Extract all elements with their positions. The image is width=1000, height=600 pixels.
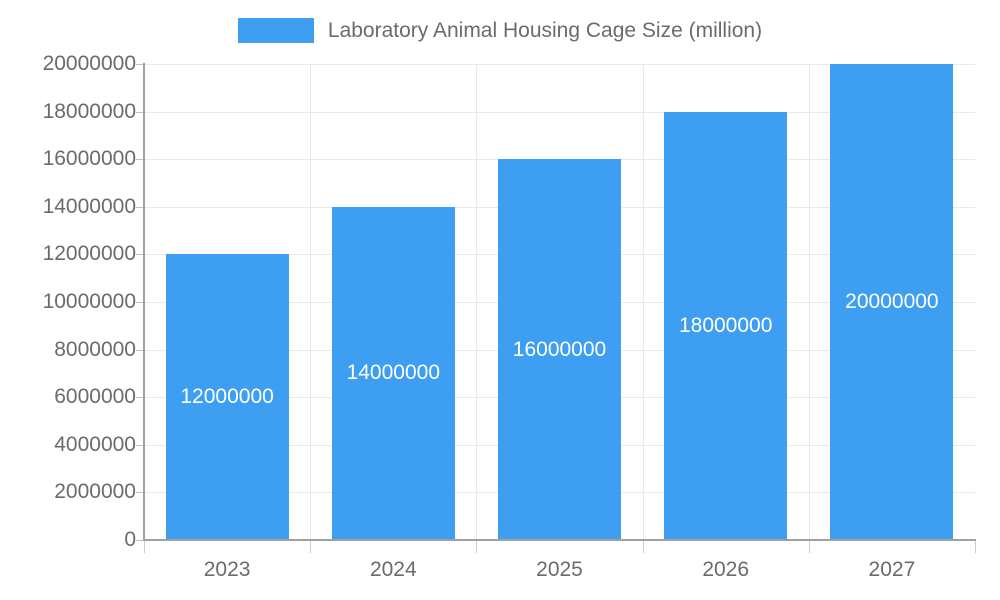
gridline-vertical — [809, 64, 810, 540]
y-axis-ticks: 20000000 18000000 16000000 14000000 12000000… — [0, 0, 143, 600]
x-axis-tick-mark — [642, 541, 644, 553]
y-axis-tick-mark — [136, 111, 143, 113]
y-axis-tick-label: 4000000 — [54, 432, 136, 456]
x-axis-tick-label: 2027 — [868, 558, 916, 581]
x-axis-tick-mark — [310, 541, 312, 553]
x-axis-line — [143, 539, 976, 541]
x-axis-tick-mark — [476, 541, 478, 553]
x-axis-tick-mark — [808, 541, 810, 553]
y-axis-tick-mark — [136, 349, 143, 351]
x-axis-tick-label: 2023 — [203, 558, 251, 581]
gridline-vertical — [476, 64, 477, 540]
y-axis-line — [143, 63, 145, 541]
y-axis-tick-label: 14000000 — [42, 194, 136, 218]
y-axis-tick-label: 12000000 — [42, 242, 136, 266]
legend-color-swatch — [237, 17, 314, 43]
y-axis-tick-label: 2000000 — [54, 480, 136, 504]
y-axis-tick-label: 10000000 — [42, 290, 136, 313]
y-axis-tick-mark — [136, 540, 143, 541]
gridline-vertical — [310, 64, 311, 540]
x-axis-tick-label: 2026 — [702, 558, 750, 581]
y-axis-tick-label: 18000000 — [42, 99, 136, 123]
x-axis-tick-label: 2025 — [536, 558, 583, 581]
y-axis-tick-mark — [136, 254, 143, 256]
y-axis-tick-mark — [136, 302, 143, 303]
y-axis-tick-label: 16000000 — [42, 147, 136, 171]
legend-item[interactable]: Laboratory Animal Housing Cage Size (mil… — [237, 17, 763, 43]
y-axis-tick-mark — [136, 444, 143, 446]
x-axis-tick-mark — [144, 541, 145, 553]
gridline-vertical — [643, 64, 644, 540]
y-axis-tick-label: 20000000 — [42, 52, 136, 75]
y-axis-tick-mark — [136, 64, 143, 65]
gridline-horizontal — [144, 111, 975, 113]
y-axis-tick-mark — [136, 492, 143, 494]
legend-label: Laboratory Animal Housing Cage Size (mil… — [327, 18, 763, 42]
chart-legend: Laboratory Animal Housing Cage Size (mil… — [0, 14, 1000, 46]
bar[interactable]: 20000000 — [830, 64, 954, 540]
y-axis-tick-mark — [136, 159, 143, 161]
y-axis-tick-label: 0 — [124, 528, 136, 551]
y-axis-tick-label: 8000000 — [54, 337, 136, 361]
y-axis-tick-mark — [136, 397, 143, 399]
gridline-horizontal — [144, 64, 975, 65]
x-axis-tick-label: 2024 — [369, 558, 417, 581]
y-axis-tick-mark — [136, 206, 143, 208]
x-axis-tick-mark — [975, 541, 976, 553]
y-axis-tick-label: 6000000 — [54, 385, 136, 409]
bar[interactable]: 18000000 — [664, 111, 788, 540]
